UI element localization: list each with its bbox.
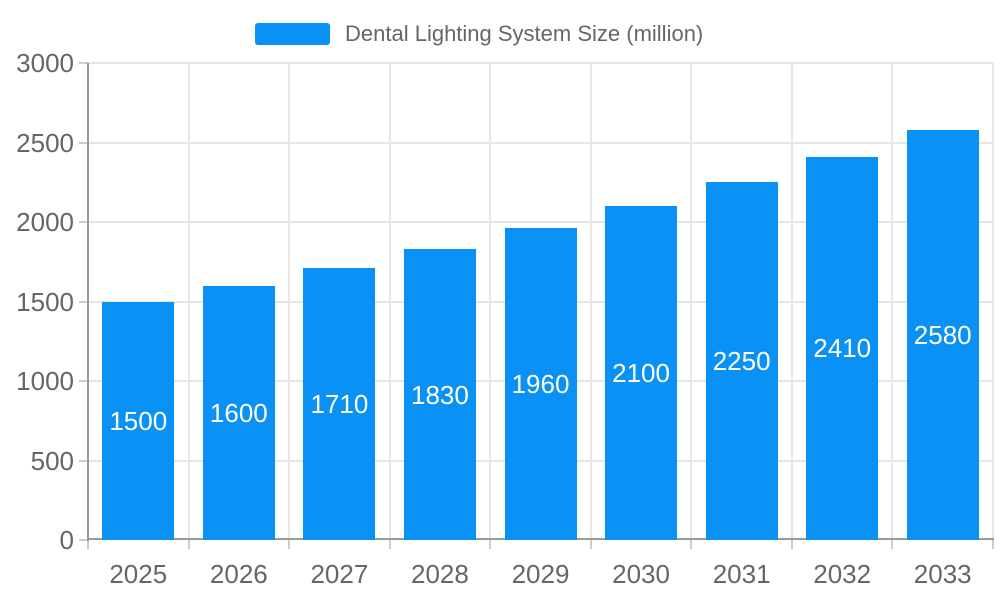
grid-line-vertical <box>489 63 492 540</box>
y-axis-tick <box>79 300 88 303</box>
bar-value-label: 1600 <box>209 397 268 428</box>
x-axis-tick <box>489 540 492 549</box>
grid-line-vertical <box>288 63 291 540</box>
grid-line-horizontal <box>88 62 993 64</box>
bar[interactable] <box>102 301 175 540</box>
y-axis-label: 3000 <box>16 48 74 78</box>
y-axis-tick <box>79 62 88 64</box>
x-axis-tick <box>388 540 391 549</box>
bar-value-label: 1500 <box>109 405 168 436</box>
grid-line-vertical <box>790 63 793 540</box>
y-axis-tick <box>79 221 88 223</box>
x-axis-label: 2028 <box>411 559 469 589</box>
x-axis-label: 2025 <box>109 559 168 589</box>
grid-line-vertical <box>891 63 894 540</box>
grid-line-vertical <box>187 63 190 540</box>
x-axis-label: 2031 <box>712 559 771 589</box>
x-axis-label: 2032 <box>813 559 872 589</box>
y-axis-label: 2000 <box>16 207 74 237</box>
y-axis-line <box>87 63 89 541</box>
x-axis-tick <box>87 540 89 549</box>
bar-value-label: 1710 <box>310 389 369 420</box>
legend-item[interactable]: Dental Lighting System Size (million) <box>255 21 703 47</box>
x-axis-tick <box>690 540 693 549</box>
x-axis-tick <box>992 540 994 549</box>
bar-value-label: 2410 <box>813 333 872 364</box>
y-axis-label: 1000 <box>16 366 74 396</box>
x-axis-label: 2033 <box>913 559 972 589</box>
x-axis-tick <box>589 540 592 549</box>
bar[interactable] <box>705 182 778 540</box>
legend-label: Dental Lighting System Size (million) <box>345 21 704 46</box>
grid-line-horizontal <box>88 141 993 144</box>
bar[interactable] <box>202 285 275 540</box>
bar[interactable] <box>806 156 879 540</box>
y-axis-tick <box>79 380 88 382</box>
x-axis-label: 2026 <box>209 559 268 589</box>
y-axis-tick <box>79 459 88 462</box>
bar[interactable] <box>303 268 376 540</box>
x-axis-tick <box>790 540 793 549</box>
bar[interactable] <box>403 249 476 540</box>
grid-line-vertical <box>690 63 693 540</box>
x-axis-label: 2029 <box>511 559 570 589</box>
bar-value-label: 2100 <box>612 358 670 389</box>
bar-value-label: 2580 <box>913 319 972 350</box>
y-axis-tick <box>79 539 88 541</box>
grid-line-vertical <box>388 63 391 540</box>
y-axis-tick <box>79 141 88 144</box>
x-axis-tick <box>288 540 291 549</box>
bar[interactable] <box>504 228 577 540</box>
legend-swatch-icon <box>255 23 330 45</box>
bar[interactable] <box>605 206 678 540</box>
grid-line-horizontal <box>88 221 993 223</box>
grid-line-vertical <box>992 63 994 540</box>
bar-value-label: 1830 <box>411 379 469 410</box>
y-axis-label: 500 <box>30 445 74 476</box>
bar[interactable] <box>906 129 979 540</box>
x-axis-label: 2027 <box>310 559 369 589</box>
x-axis-tick <box>891 540 894 549</box>
y-axis-label: 1500 <box>16 286 74 317</box>
y-axis-label: 2500 <box>16 127 74 158</box>
bar-value-label: 1960 <box>511 369 570 400</box>
grid-line-vertical <box>589 63 592 540</box>
y-axis-label: 0 <box>59 525 74 555</box>
bar-value-label: 2250 <box>712 346 771 377</box>
x-axis-label: 2030 <box>612 559 670 589</box>
x-axis-tick <box>187 540 190 549</box>
